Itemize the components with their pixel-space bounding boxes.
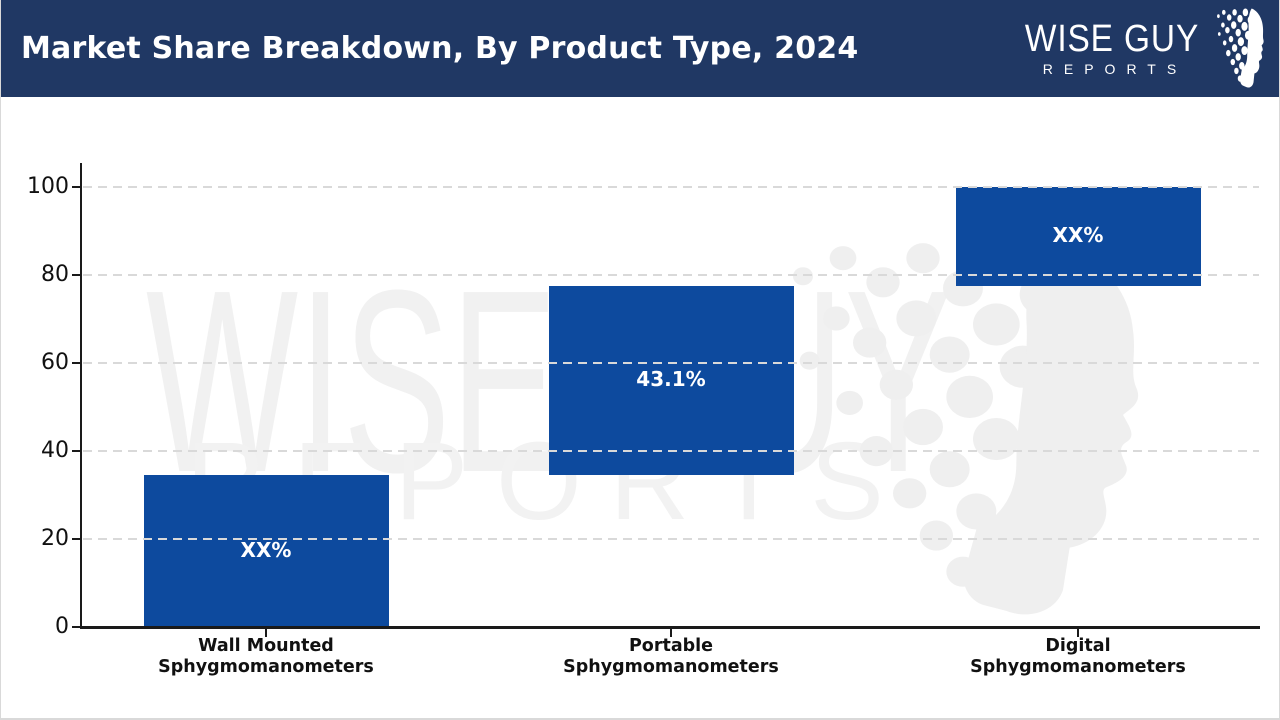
y-tick-label: 80: [41, 262, 69, 287]
category-line1: Portable: [628, 636, 714, 656]
x-axis: [80, 626, 1260, 629]
y-tick-label: 0: [55, 614, 69, 639]
logo-face-icon: [1217, 8, 1264, 88]
x-tick-mark: [670, 629, 672, 637]
gridline-40: [83, 450, 1259, 452]
bar-value-label: XX%: [240, 538, 292, 563]
category-line2: Sphygmomanometers: [158, 657, 374, 677]
gridline-20: [83, 538, 1259, 540]
category-line1: Digital: [1045, 636, 1111, 656]
y-tick-label: 60: [41, 350, 69, 375]
gridline-100: [83, 186, 1259, 188]
category-line1: Wall Mounted: [198, 636, 334, 656]
x-category-label: Wall Mounted Sphygmomanometers: [56, 636, 476, 678]
gridline-60: [83, 362, 1259, 364]
x-category-label: Digital Sphygmomanometers: [868, 636, 1279, 678]
bar-value-label: XX%: [1052, 223, 1104, 248]
x-tick-mark: [265, 629, 267, 637]
logo-wordmark: WISE GUY: [1024, 18, 1200, 60]
y-tick-mark-20: [72, 538, 81, 540]
x-category-label: Portable Sphygmomanometers: [461, 636, 881, 678]
category-line2: Sphygmomanometers: [970, 657, 1186, 677]
bar-segment: [143, 475, 389, 627]
plot-area: 0 20 40 60 80 100 XX% 43.1% XX% Wall Mounted Sphyg…: [1, 97, 1279, 718]
y-tick-label: 100: [27, 174, 69, 199]
page-title: Market Share Breakdown, By Product Type,…: [21, 31, 859, 66]
bar-value-label: 43.1%: [636, 367, 706, 392]
y-tick-mark-80: [72, 274, 81, 276]
logo-text: WISE GUY REPORTS: [1013, 19, 1211, 77]
wise-guy-logo: WISE GUY REPORTS: [1013, 6, 1267, 90]
x-tick-mark: [1077, 629, 1079, 637]
watermark-face-icon: [793, 240, 1139, 615]
y-tick-label: 40: [41, 438, 69, 463]
bar-segment: [955, 187, 1201, 286]
gridline-80: [83, 274, 1259, 276]
header-bar: Market Share Breakdown, By Product Type,…: [1, 0, 1279, 97]
y-tick-mark-40: [72, 450, 81, 452]
category-line2: Sphygmomanometers: [563, 657, 779, 677]
y-tick-mark-100: [72, 186, 81, 188]
y-tick-label: 20: [41, 526, 69, 551]
y-tick-mark-0: [72, 626, 81, 628]
y-axis: [80, 163, 82, 629]
bar-segment: [548, 285, 794, 476]
logo-subtitle: REPORTS: [1042, 61, 1188, 77]
y-tick-mark-60: [72, 362, 81, 364]
